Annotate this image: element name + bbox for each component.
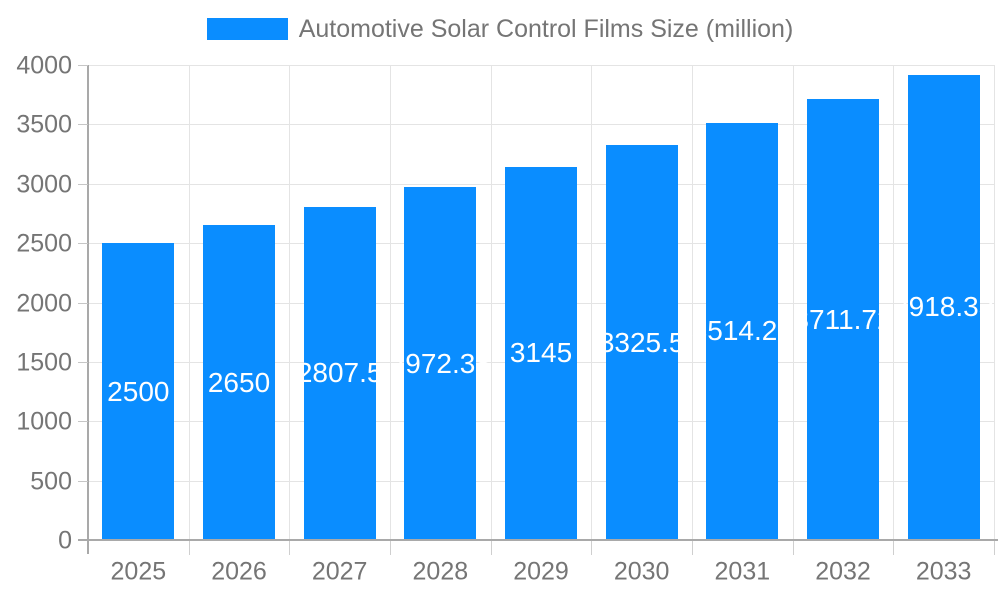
x-tick-2 bbox=[289, 541, 290, 555]
v-gridline-3 bbox=[390, 65, 391, 540]
legend-swatch bbox=[206, 18, 288, 40]
v-gridline-1 bbox=[189, 65, 190, 540]
bar-2033[interactable]: 3918.33 bbox=[893, 74, 994, 540]
bar-value-label-2031: 3514.28 bbox=[691, 315, 793, 347]
y-tick-label-0: 0 bbox=[58, 526, 72, 555]
legend[interactable]: Automotive Solar Control Films Size (mil… bbox=[0, 14, 1000, 44]
bar-value-label-2025: 2500 bbox=[107, 375, 170, 407]
h-gridline-3500 bbox=[88, 124, 994, 126]
x-tick-3 bbox=[390, 541, 391, 555]
x-category-label-2029: 2029 bbox=[513, 557, 569, 586]
y-tick-2000 bbox=[78, 302, 88, 304]
x-category-label-2031: 2031 bbox=[714, 557, 771, 586]
y-axis-line bbox=[87, 65, 89, 554]
x-tick-5 bbox=[591, 541, 592, 555]
y-tick-label-1000: 1000 bbox=[16, 407, 72, 436]
bar-2032[interactable]: 3711.72 bbox=[793, 99, 893, 540]
x-category-label-2032: 2032 bbox=[815, 557, 871, 586]
y-tick-500 bbox=[78, 480, 88, 482]
bar-value-label-2026: 2650 bbox=[207, 366, 271, 398]
bar-2030[interactable]: 3325.5 bbox=[599, 145, 684, 540]
bar-value-label-2029: 3145 bbox=[509, 337, 573, 369]
x-category-label-2027: 2027 bbox=[311, 557, 368, 586]
x-tick-9 bbox=[994, 541, 995, 555]
x-category-label-2033: 2033 bbox=[915, 557, 972, 586]
x-tick-4 bbox=[491, 541, 492, 555]
plot-area: 2500 2650 2807.5 2972.38 3145 3325.5 3514.28 37… bbox=[88, 65, 995, 540]
y-tick-4000 bbox=[78, 65, 88, 66]
bar-2025[interactable]: 2500 bbox=[102, 243, 175, 540]
y-tick-label-3000: 3000 bbox=[16, 170, 72, 199]
y-tick-label-500: 500 bbox=[30, 467, 72, 496]
x-category-label-2026: 2026 bbox=[211, 557, 267, 586]
bar-value-label-2028: 2972.38 bbox=[389, 347, 491, 379]
v-gridline-6 bbox=[692, 65, 693, 540]
y-tick-2500 bbox=[78, 243, 88, 245]
y-tick-3000 bbox=[78, 183, 88, 185]
y-tick-1500 bbox=[78, 361, 88, 363]
y-tick-label-2500: 2500 bbox=[16, 229, 72, 258]
x-axis-baseline bbox=[78, 539, 998, 541]
bar-value-label-2032: 3711.72 bbox=[793, 303, 893, 335]
x-tick-8 bbox=[893, 541, 894, 555]
x-tick-6 bbox=[692, 541, 693, 555]
bar-2026[interactable]: 2650 bbox=[203, 225, 275, 540]
v-gridline-2 bbox=[289, 65, 290, 540]
legend-label: Automotive Solar Control Films Size (mil… bbox=[298, 14, 794, 43]
v-gridline-7 bbox=[793, 65, 794, 540]
bar-2031[interactable]: 3514.28 bbox=[692, 122, 793, 540]
bar-value-label-2027: 2807.5 bbox=[296, 357, 383, 389]
y-tick-1000 bbox=[78, 421, 88, 423]
x-tick-1 bbox=[189, 541, 190, 555]
x-category-label-2030: 2030 bbox=[613, 557, 670, 586]
bar-2027[interactable]: 2807.5 bbox=[297, 206, 382, 540]
x-category-label-2028: 2028 bbox=[412, 557, 469, 586]
y-tick-label-4000: 4000 bbox=[16, 51, 72, 80]
v-gridline-9 bbox=[994, 65, 995, 540]
v-gridline-8 bbox=[893, 65, 894, 540]
y-tick-label-2000: 2000 bbox=[16, 289, 72, 317]
h-gridline-4000 bbox=[88, 65, 994, 66]
x-category-label-2025: 2025 bbox=[110, 557, 167, 586]
bar-value-label-2030: 3325.5 bbox=[598, 326, 685, 358]
v-gridline-5 bbox=[591, 65, 592, 540]
bar-2028[interactable]: 2972.38 bbox=[390, 187, 491, 540]
bar-value-label-2033: 3918.33 bbox=[893, 291, 995, 323]
y-tick-label-1500: 1500 bbox=[16, 348, 72, 377]
y-tick-3500 bbox=[78, 124, 88, 126]
bar-2029[interactable]: 3145 bbox=[505, 166, 577, 540]
v-gridline-4 bbox=[491, 65, 492, 540]
y-tick-label-3500: 3500 bbox=[16, 110, 72, 139]
x-tick-7 bbox=[793, 541, 794, 555]
